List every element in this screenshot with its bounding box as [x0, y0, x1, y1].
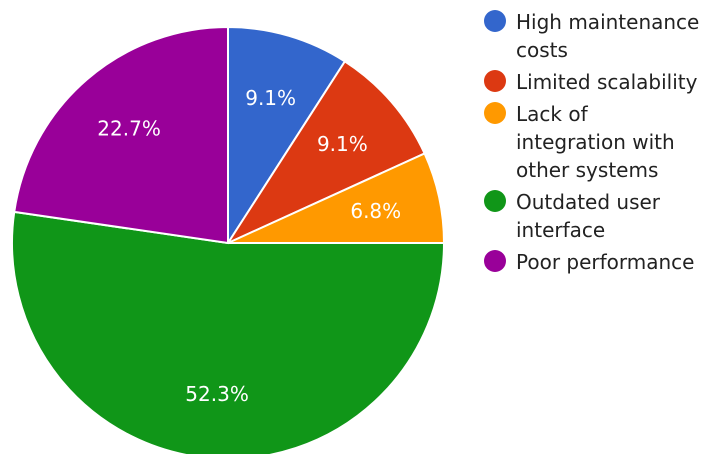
- legend-swatch-2: [484, 70, 506, 92]
- legend-label-1: High maintenance costs: [516, 10, 700, 62]
- slice-label-3: 6.8%: [350, 199, 401, 223]
- pie-plot-area: 9.1% 9.1% 6.8% 52.3% 22.7%: [11, 25, 446, 454]
- legend-swatch-4: [484, 190, 506, 212]
- pie-slice-2[interactable]: [225, 59, 426, 246]
- legend: High maintenance costs Limited scalabilit…: [484, 8, 704, 280]
- slice-label-4: 52.3%: [185, 382, 249, 406]
- legend-item-2[interactable]: Limited scalability: [484, 68, 704, 96]
- legend-label-4: Outdated user interface: [516, 190, 661, 242]
- slice-label-5: 22.7%: [97, 117, 161, 141]
- pie-slice-5[interactable]: [13, 25, 229, 245]
- legend-label-3: Lack of integration with other systems: [516, 102, 675, 182]
- legend-swatch-3: [484, 102, 506, 124]
- slice-label-2: 9.1%: [317, 132, 368, 156]
- pie-slice-4[interactable]: [11, 210, 446, 454]
- legend-label-2: Limited scalability: [516, 70, 698, 94]
- legend-item-4[interactable]: Outdated user interface: [484, 188, 704, 244]
- legend-item-1[interactable]: High maintenance costs: [484, 8, 704, 64]
- slice-label-1: 9.1%: [245, 86, 296, 110]
- legend-swatch-1: [484, 10, 506, 32]
- legend-item-5[interactable]: Poor performance: [484, 248, 704, 276]
- legend-item-3[interactable]: Lack of integration with other systems: [484, 100, 704, 184]
- legend-swatch-5: [484, 250, 506, 272]
- legend-label-5: Poor performance: [516, 250, 695, 274]
- pie-slice-1[interactable]: [227, 25, 347, 247]
